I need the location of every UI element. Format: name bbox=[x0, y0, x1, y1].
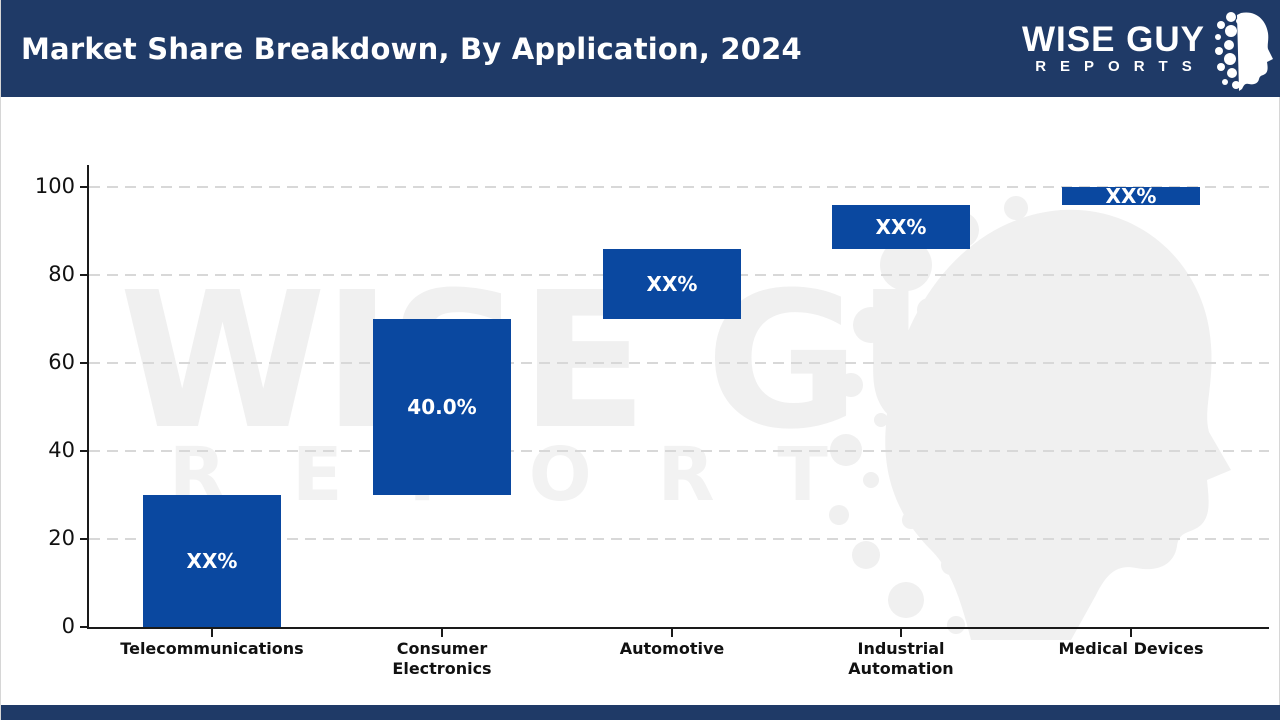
x-tick-mark bbox=[671, 629, 673, 637]
x-tick-mark bbox=[900, 629, 902, 637]
logo-reports: REPORTS bbox=[1035, 57, 1206, 75]
y-tick-label: 60 bbox=[48, 350, 75, 374]
category-label-automotive: Automotive bbox=[619, 639, 725, 658]
watermark-head-icon bbox=[829, 196, 1231, 640]
bar-value-label: 40.0% bbox=[407, 395, 477, 419]
y-axis bbox=[87, 165, 89, 629]
y-tick-mark bbox=[80, 274, 89, 276]
y-tick-mark bbox=[80, 538, 89, 540]
bar-value-label: XX% bbox=[875, 214, 927, 239]
category-label-industrial-automation: Industrial Automation bbox=[848, 639, 954, 678]
logo-wise-guy: WISE GUY bbox=[1021, 19, 1205, 59]
y-tick-label: 0 bbox=[61, 614, 75, 638]
bar-telecommunications bbox=[143, 495, 281, 627]
y-tick-mark bbox=[80, 362, 89, 364]
logo-head-icon bbox=[1215, 11, 1273, 91]
bar-value-label: XX% bbox=[1105, 183, 1157, 208]
y-tick-label: 40 bbox=[48, 438, 75, 462]
bar-value-label: XX% bbox=[646, 271, 698, 296]
wise-guy-logo: WISE GUY REPORTS bbox=[1022, 0, 1273, 97]
x-tick-mark bbox=[211, 629, 213, 637]
bar-medical-devices bbox=[1062, 187, 1200, 205]
category-label-medical-devices: Medical Devices bbox=[1058, 639, 1204, 658]
gridline bbox=[89, 362, 1269, 364]
header: Market Share Breakdown, By Application, … bbox=[1, 0, 1280, 97]
y-tick-mark bbox=[80, 186, 89, 188]
gridline bbox=[89, 450, 1269, 452]
x-axis bbox=[87, 627, 1269, 629]
x-tick-mark bbox=[1130, 629, 1132, 637]
y-tick-mark bbox=[80, 450, 89, 452]
category-label-consumer-electronics: Consumer Electronics bbox=[392, 639, 492, 678]
bar-consumer-electronics bbox=[373, 319, 511, 495]
y-tick-label: 100 bbox=[34, 174, 75, 198]
gridline bbox=[89, 186, 1269, 188]
y-tick-label: 20 bbox=[48, 526, 75, 550]
chart-title: Market Share Breakdown, By Application, … bbox=[21, 31, 802, 66]
bar-automotive bbox=[603, 248, 741, 319]
logo-text: WISE GUY REPORTS bbox=[1021, 19, 1205, 76]
category-label-telecommunications: Telecommunications bbox=[120, 639, 304, 658]
x-tick-mark bbox=[441, 629, 443, 637]
y-tick-label: 80 bbox=[48, 262, 75, 286]
y-tick-mark bbox=[80, 626, 89, 628]
bar-industrial-automation bbox=[832, 204, 970, 249]
gridline bbox=[89, 538, 1269, 540]
bar-value-label: XX% bbox=[186, 549, 238, 573]
footer-bar bbox=[1, 705, 1280, 720]
